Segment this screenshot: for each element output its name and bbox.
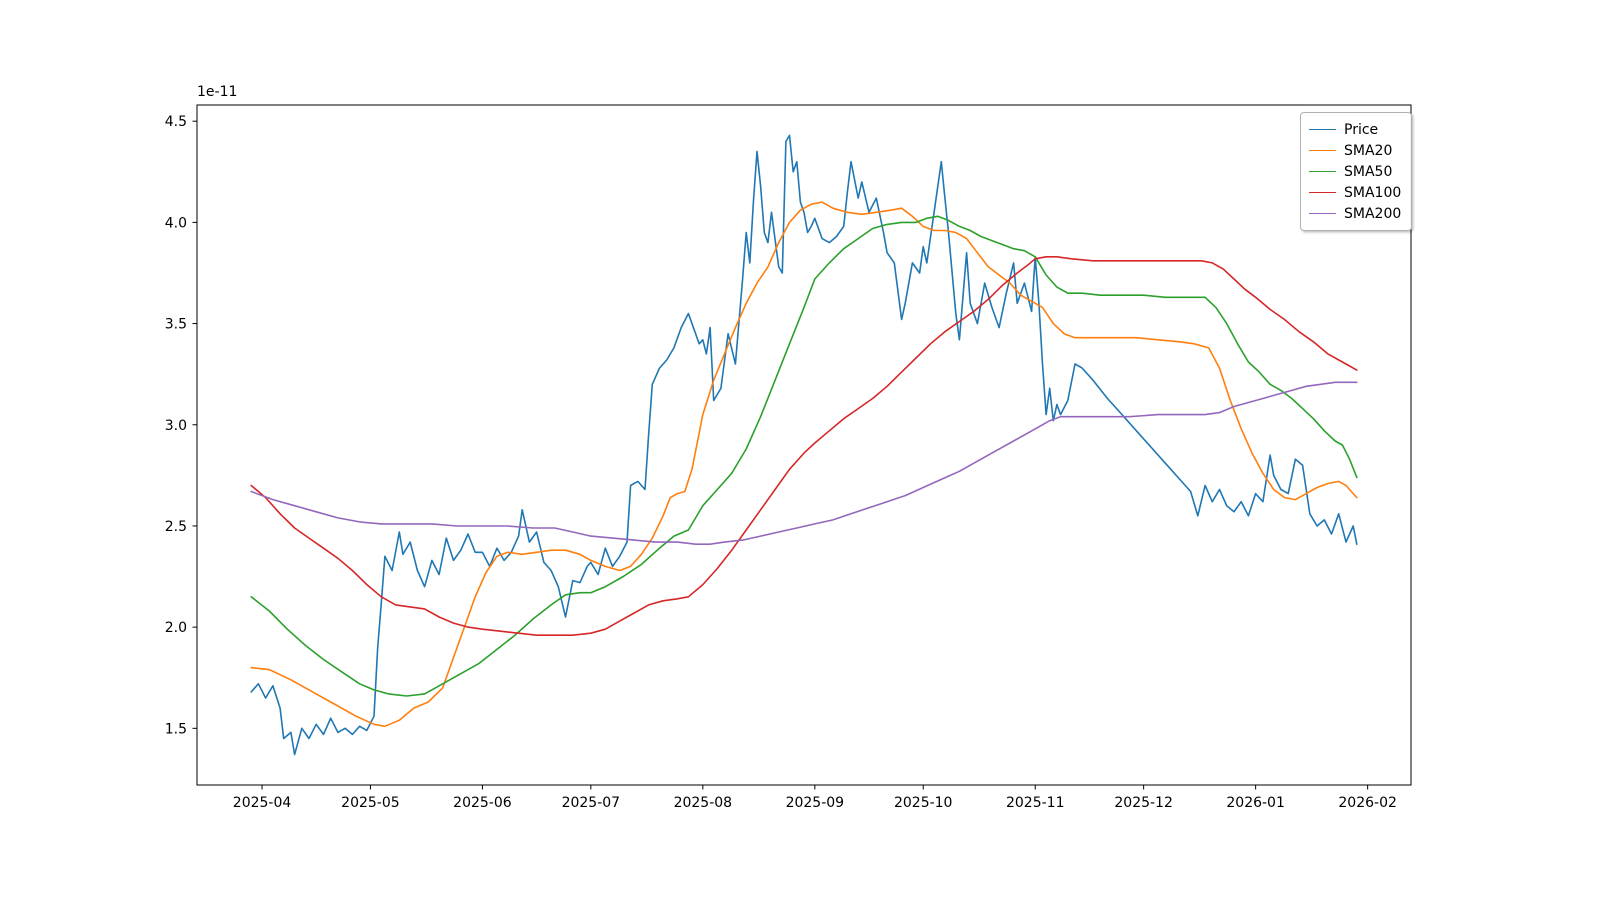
y-tick-label: 2.0 bbox=[165, 620, 187, 636]
legend-item-sma50: SMA50 bbox=[1309, 161, 1401, 182]
y-axis-offset-label: 1e-11 bbox=[197, 84, 238, 100]
legend-label-sma50: SMA50 bbox=[1344, 163, 1393, 180]
legend-label-price: Price bbox=[1344, 121, 1379, 138]
y-tick-label: 3.0 bbox=[165, 418, 187, 434]
legend-item-sma200: SMA200 bbox=[1309, 203, 1401, 224]
x-tick-label: 2025-05 bbox=[341, 795, 400, 811]
y-tick-label: 2.5 bbox=[165, 519, 187, 535]
axes-frame bbox=[196, 104, 1412, 786]
y-tick-label: 3.5 bbox=[165, 317, 187, 333]
series-line-sma100 bbox=[250, 255, 1358, 637]
x-tick-label: 2026-02 bbox=[1338, 795, 1397, 811]
x-tick-label: 2025-04 bbox=[233, 795, 292, 811]
legend-line-sample-price bbox=[1309, 129, 1336, 130]
x-tick-label: 2025-09 bbox=[786, 795, 845, 811]
legend-line-sample-sma100 bbox=[1309, 192, 1336, 193]
legend-line-sample-sma200 bbox=[1309, 213, 1336, 214]
legend-line-sample-sma20 bbox=[1309, 150, 1336, 151]
y-tick-label: 1.5 bbox=[165, 721, 187, 737]
legend-item-sma20: SMA20 bbox=[1309, 140, 1401, 161]
series-line-price bbox=[250, 134, 1358, 756]
x-tick-label: 2025-07 bbox=[562, 795, 621, 811]
x-tick-label: 2026-01 bbox=[1226, 795, 1285, 811]
x-tick-label: 2025-10 bbox=[894, 795, 953, 811]
legend-item-sma100: SMA100 bbox=[1309, 182, 1401, 203]
legend-item-price: Price bbox=[1309, 119, 1401, 140]
legend-label-sma200: SMA200 bbox=[1344, 205, 1402, 222]
series-line-sma50 bbox=[250, 215, 1358, 697]
x-tick-label: 2025-06 bbox=[453, 795, 512, 811]
x-tick-label: 2025-12 bbox=[1114, 795, 1173, 811]
y-tick-label: 4.0 bbox=[165, 215, 187, 231]
x-tick-label: 2025-08 bbox=[674, 795, 733, 811]
legend-label-sma100: SMA100 bbox=[1344, 184, 1402, 201]
legend: Price SMA20 SMA50 SMA100 SMA200 bbox=[1300, 112, 1413, 231]
legend-line-sample-sma50 bbox=[1309, 171, 1336, 172]
legend-label-sma20: SMA20 bbox=[1344, 142, 1393, 159]
x-tick-label: 2025-11 bbox=[1006, 795, 1065, 811]
series-line-sma200 bbox=[250, 381, 1358, 546]
series-line-sma20 bbox=[250, 201, 1358, 728]
y-tick-label: 4.5 bbox=[165, 114, 187, 130]
